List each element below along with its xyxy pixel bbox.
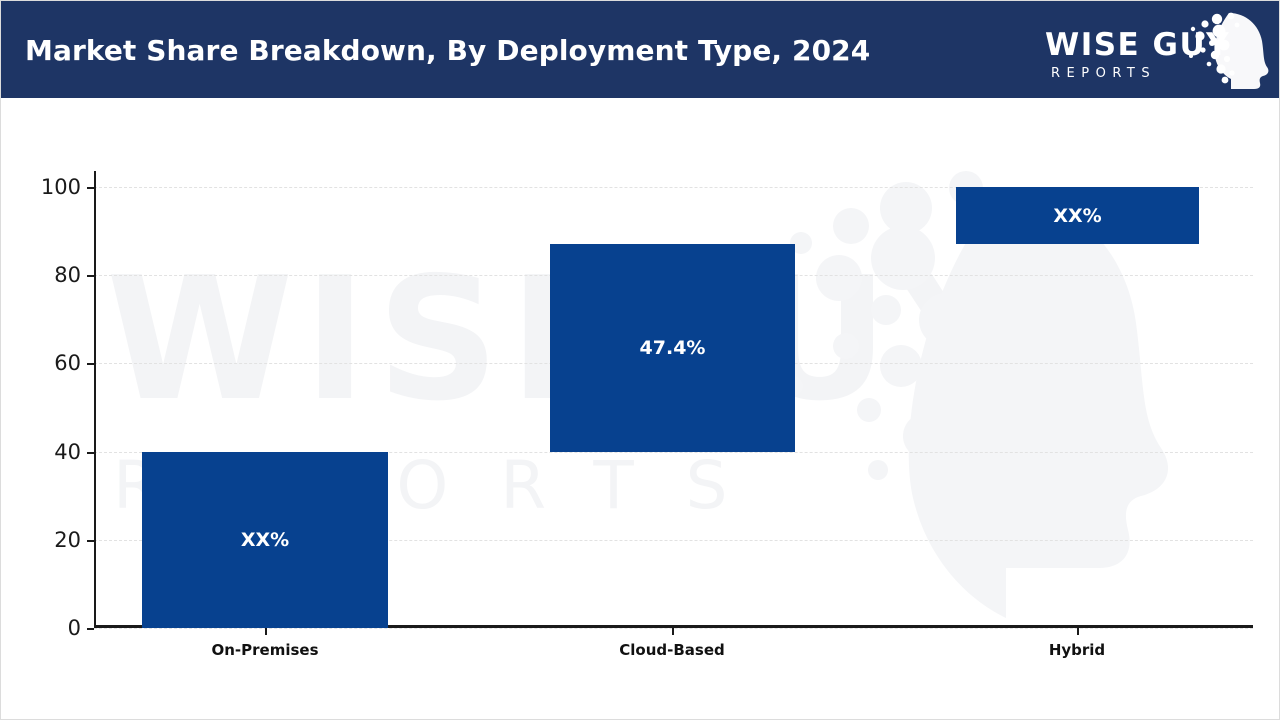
x-axis-label-hybrid: Hybrid	[1048, 641, 1106, 659]
y-axis-line	[94, 171, 96, 628]
x-axis-label-cloud-based: Cloud-Based	[619, 641, 725, 659]
x-axis-label-on-premises: On-Premises	[211, 641, 319, 659]
y-axis-label-0: 0	[67, 616, 81, 640]
y-axis-label-40: 40	[54, 439, 81, 464]
bar-label-hybrid: XX%	[1053, 204, 1102, 227]
bar-label-on-premises: XX%	[240, 528, 290, 551]
y-axis-label-80: 80	[54, 263, 81, 288]
bar-on-premises[interactable]: XX%	[142, 451, 388, 628]
x-tick-on-premises	[265, 628, 267, 635]
svg-text:WISE GUY: WISE GUY	[1045, 27, 1230, 63]
chart-area: WISE GUY REPORTS	[1, 98, 1279, 719]
y-tick-0	[87, 628, 94, 630]
bar-hybrid[interactable]: XX%	[956, 187, 1199, 245]
y-axis-label-20: 20	[54, 527, 81, 552]
gridline-40	[94, 451, 1253, 453]
wise-guy-reports-logo: WISE GUY REPORTS	[1041, 9, 1273, 91]
y-tick-40	[87, 451, 94, 454]
y-tick-20	[87, 539, 94, 542]
y-axis-label-100: 100	[40, 175, 81, 199]
bar-label-cloud-based: 47.4%	[639, 336, 706, 359]
plot-area: XX% 47.4% XX% On-Premises Cloud-Based Hy…	[87, 171, 1253, 659]
gridline-100	[94, 187, 1253, 188]
page-title: Market Share Breakdown, By Deployment Ty…	[25, 34, 871, 67]
header-banner: Market Share Breakdown, By Deployment Ty…	[1, 1, 1279, 98]
x-tick-cloud-based	[672, 628, 674, 635]
y-tick-60	[87, 363, 94, 366]
x-tick-hybrid	[1077, 628, 1079, 635]
x-axis-line	[94, 625, 1253, 628]
svg-text:REPORTS: REPORTS	[1051, 66, 1156, 81]
y-axis-label-60: 60	[54, 351, 81, 376]
gridline-20	[94, 539, 1253, 541]
y-tick-80	[87, 275, 94, 278]
bar-cloud-based[interactable]: 47.4%	[550, 244, 795, 452]
y-tick-100	[87, 187, 94, 189]
